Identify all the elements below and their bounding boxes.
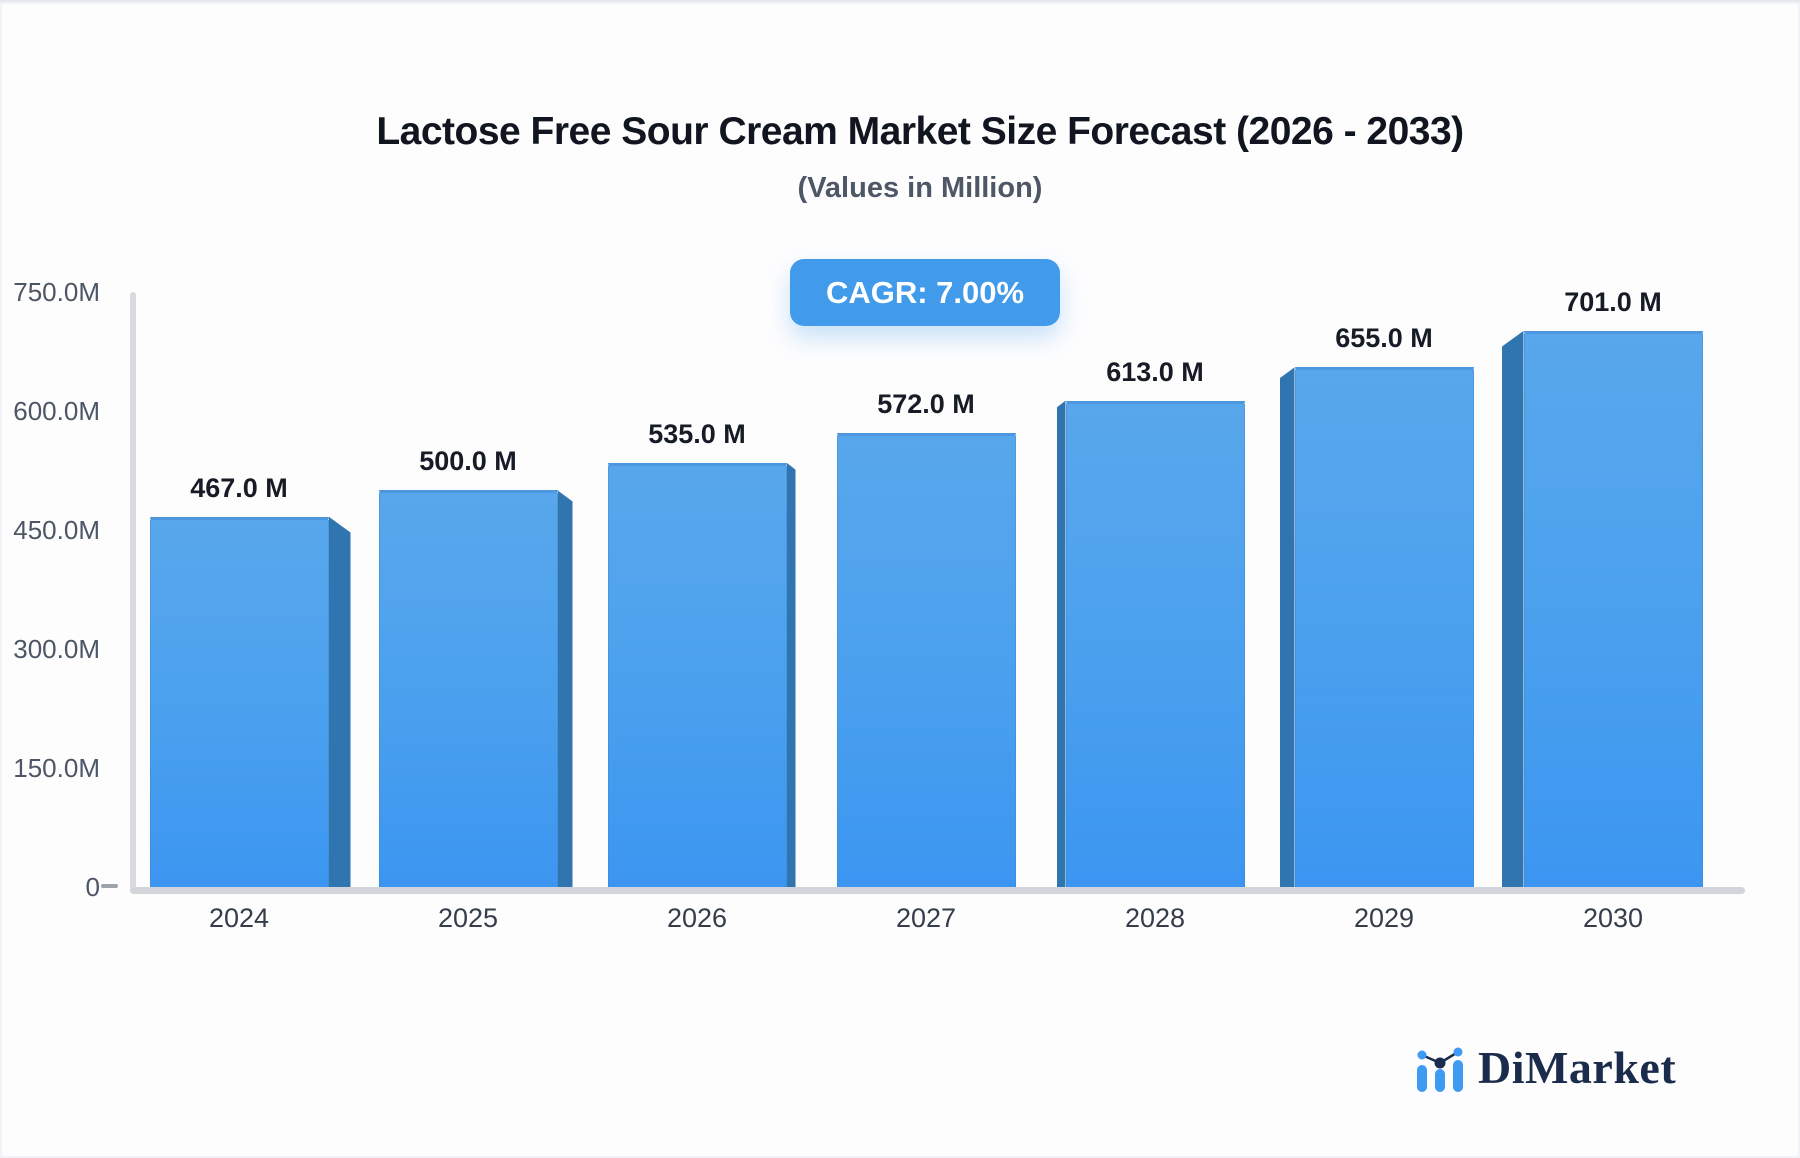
y-axis-tick-label: 450.0M <box>13 515 100 545</box>
bar-value-label: 613.0 M <box>1106 356 1204 387</box>
y-axis-tick-label: 300.0M <box>13 634 100 664</box>
y-axis-tick-label: 750.0M <box>13 277 100 307</box>
cagr-badge: CAGR: 7.00% <box>790 259 1060 326</box>
x-axis-tick-label: 2029 <box>1353 903 1415 933</box>
bar-value-label: 467.0 M <box>190 472 288 503</box>
x-axis-tick-label: 2027 <box>895 903 957 933</box>
x-axis-line <box>130 887 1745 894</box>
bar-value-label: 500.0 M <box>419 446 517 477</box>
x-axis-tick-label: 2026 <box>666 903 728 933</box>
x-axis-tick-label: 2030 <box>1582 903 1644 933</box>
bar-2026 <box>607 462 787 887</box>
brand-name: DiMarket <box>1478 1042 1677 1093</box>
bar-3d-side <box>1501 330 1524 887</box>
y-axis-line <box>130 292 136 893</box>
bar-value-label: 535.0 M <box>648 418 746 449</box>
y-axis-tick-label: 0 <box>85 872 100 902</box>
bar-2030 <box>1523 330 1703 887</box>
bar-2025 <box>378 490 558 887</box>
zero-tick-mark <box>101 884 118 888</box>
bar-value-label: 572.0 M <box>877 389 975 420</box>
bar-3d-side <box>557 490 573 887</box>
bar-2028 <box>1065 400 1245 887</box>
chart-subtitle: (Values in Million) <box>797 172 1043 204</box>
bar-3d-side <box>328 516 351 887</box>
bar-chart-logo-icon <box>1417 1047 1463 1092</box>
bar-2027 <box>836 433 1016 887</box>
bar-2029 <box>1294 367 1474 887</box>
bar-3d-side <box>1279 367 1295 887</box>
y-axis-tick-label: 150.0M <box>13 753 100 783</box>
x-axis-tick-label: 2024 <box>208 903 270 933</box>
bar-value-label: 655.0 M <box>1335 323 1433 354</box>
brand-logo: DiMarket <box>1416 1044 1676 1092</box>
cagr-badge-label: CAGR: 7.00% <box>825 274 1025 310</box>
y-axis-tick-label: 600.0M <box>13 396 100 426</box>
x-axis-tick-label: 2028 <box>1124 903 1186 933</box>
bar-value-label: 701.0 M <box>1564 286 1662 317</box>
chart-title: Lactose Free Sour Cream Market Size Fore… <box>376 110 1464 153</box>
x-axis-tick-label: 2025 <box>437 903 499 933</box>
bar-3d-side <box>786 462 796 887</box>
bar-2024 <box>149 516 329 887</box>
bar-3d-side <box>1056 400 1066 887</box>
